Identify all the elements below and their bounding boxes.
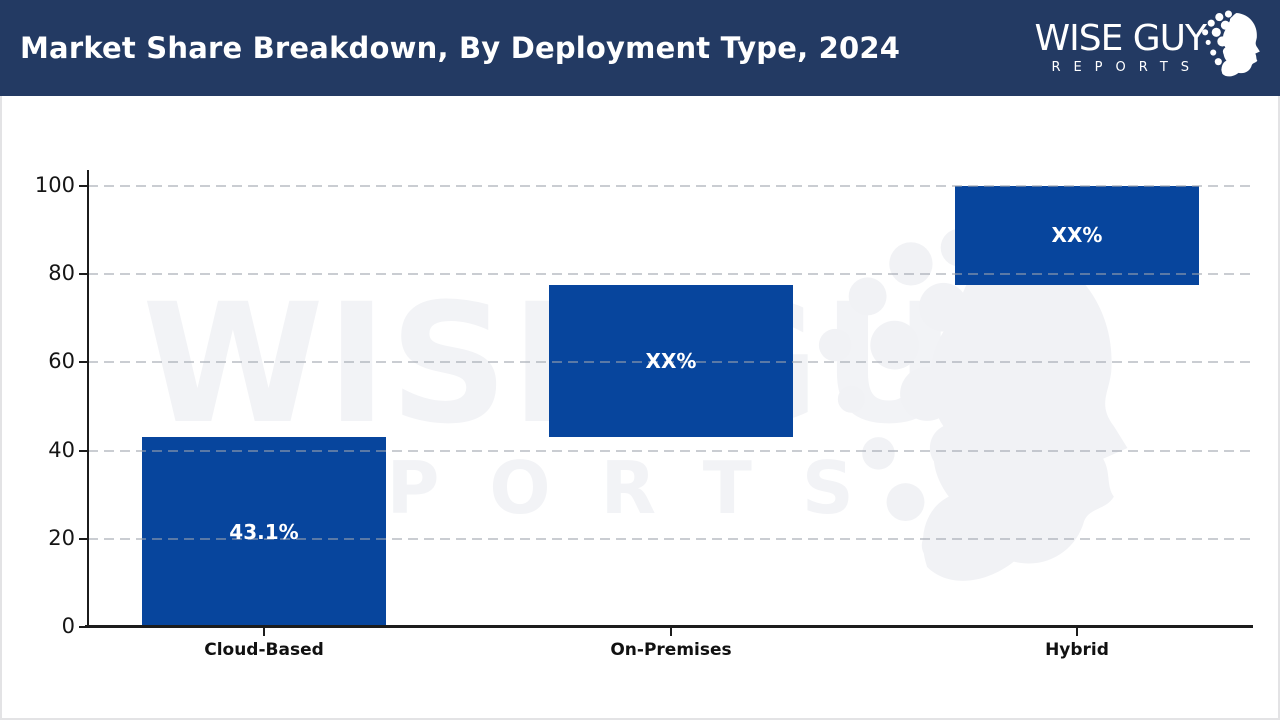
watermark-face-icon: [808, 226, 1160, 632]
bar-on-premises: [549, 284, 793, 437]
header-bar: Market Share Breakdown, By Deployment Ty…: [0, 0, 1280, 96]
x-tick-label-cloud-based: Cloud-Based: [204, 640, 324, 660]
gridline-100: [88, 185, 1253, 187]
y-tick-80: [79, 273, 88, 276]
gridline-20: [88, 537, 1253, 540]
gridline-60: [88, 361, 1253, 364]
logo-face-icon: [1200, 10, 1266, 86]
bar-value-label-on-premises: XX%: [645, 348, 697, 373]
y-tick-label-40: 40: [48, 437, 75, 462]
y-tick-label-0: 0: [61, 614, 75, 638]
bar-value-label-hybrid: XX%: [1051, 223, 1103, 248]
gridline-80: [88, 273, 1253, 276]
y-tick-20: [79, 537, 88, 540]
brand-logo-text: WISE GUY REPORTS: [1034, 18, 1207, 76]
x-tick-cloud-based: [263, 627, 265, 636]
x-tick-on-premises: [670, 627, 672, 636]
brand-logo: WISE GUY REPORTS: [1035, 10, 1267, 86]
logo-subtext: REPORTS: [1051, 60, 1203, 75]
y-tick-label-20: 20: [48, 525, 75, 550]
bar-value-label-cloud-based: 43.1%: [229, 519, 299, 544]
y-tick-40: [79, 449, 88, 452]
y-axis-line: [87, 170, 89, 628]
x-tick-hybrid: [1076, 627, 1078, 636]
logo-wordmark: WISE GUY: [1034, 18, 1207, 59]
page-title: Market Share Breakdown, By Deployment Ty…: [20, 31, 901, 65]
y-tick-60: [79, 361, 88, 364]
y-tick-100: [79, 185, 88, 187]
x-tick-label-hybrid: Hybrid: [1045, 640, 1109, 660]
y-tick-label-60: 60: [48, 349, 75, 374]
y-tick-label-100: 100: [34, 173, 75, 197]
bar-cloud-based: [142, 436, 386, 627]
x-axis-line: [85, 625, 1253, 628]
y-tick-0: [79, 626, 88, 628]
x-tick-label-on-premises: On-Premises: [610, 640, 732, 660]
gridline-40: [88, 449, 1253, 452]
y-tick-label-80: 80: [48, 261, 75, 286]
